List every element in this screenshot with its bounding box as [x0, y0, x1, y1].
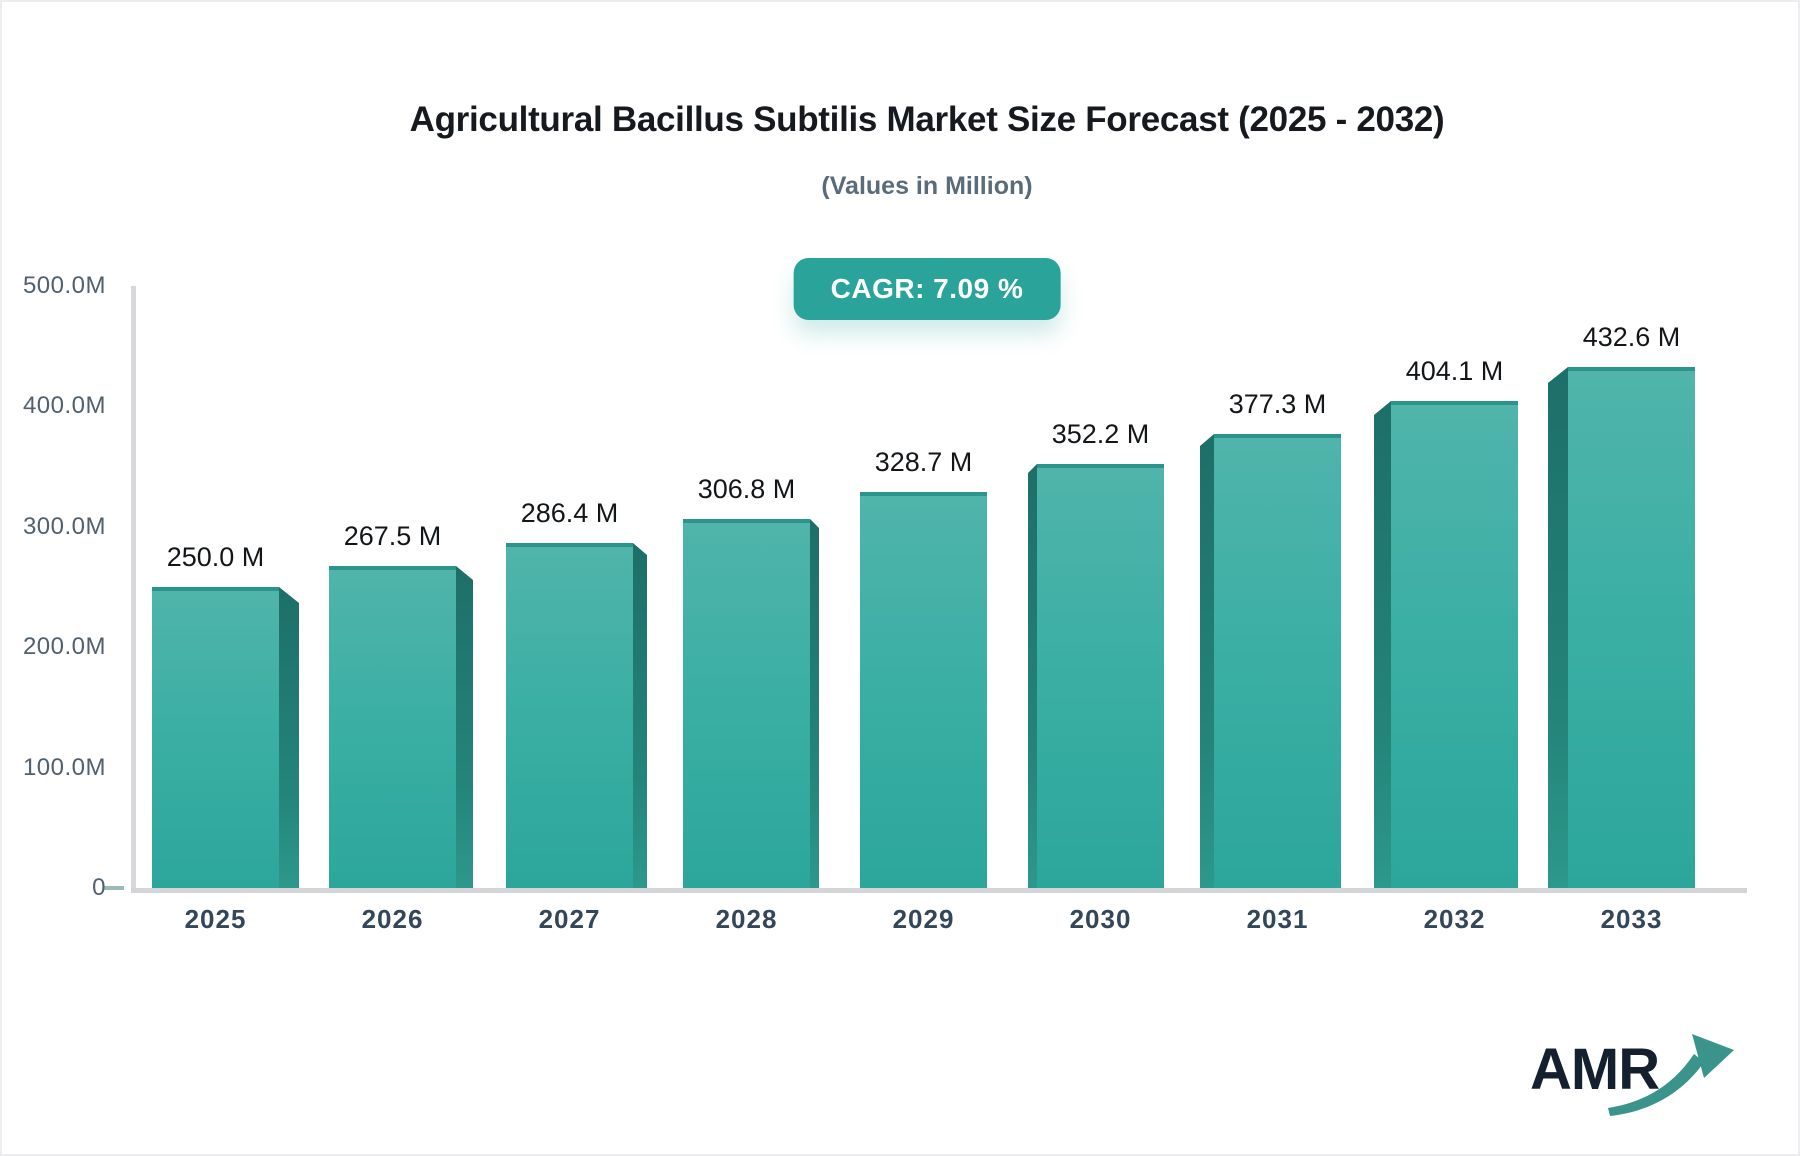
bar — [329, 566, 456, 888]
bar-value-label: 286.4 M — [520, 498, 619, 528]
bar-3d-side — [633, 543, 647, 888]
bar — [1214, 434, 1341, 888]
zero-tick-mark — [104, 886, 124, 890]
bar-value-label: 404.1 M — [1405, 356, 1504, 386]
growth-arrow-icon — [1608, 1034, 1734, 1116]
x-axis-label: 2028 — [715, 904, 778, 934]
y-axis-label: 100.0M — [22, 753, 106, 781]
bar — [683, 519, 810, 888]
y-axis-label: 0 — [92, 874, 106, 901]
chart-subtitle: (Values in Million) — [821, 172, 1033, 200]
bar-3d-side — [456, 566, 473, 888]
amr-logo: AMR — [1530, 1030, 1740, 1116]
y-axis-label: 400.0M — [22, 392, 106, 420]
x-axis-label: 2032 — [1423, 904, 1486, 934]
bar-3d-side — [810, 519, 819, 888]
bar-3d-side — [1028, 464, 1037, 888]
bar — [860, 492, 987, 888]
bar-value-label: 432.6 M — [1582, 322, 1681, 352]
x-axis-label: 2033 — [1600, 904, 1663, 934]
bar-value-label: 306.8 M — [697, 474, 796, 504]
bar-3d-side — [1548, 367, 1568, 888]
bar-value-label: 267.5 M — [343, 521, 442, 551]
chart-title: Agricultural Bacillus Subtilis Market Si… — [409, 100, 1445, 139]
x-axis-label: 2030 — [1069, 904, 1132, 934]
amr-logo-text: AMR — [1530, 1037, 1660, 1102]
y-axis-line — [131, 286, 136, 893]
bar-value-label: 352.2 M — [1051, 419, 1150, 449]
bar-3d-side — [1374, 401, 1391, 888]
cagr-badge: CAGR: 7.09 % — [793, 258, 1061, 320]
bar-3d-side — [279, 587, 299, 888]
bar — [1568, 367, 1695, 888]
bar — [152, 587, 279, 888]
x-axis-line — [131, 888, 1747, 893]
x-axis-label: 2026 — [361, 904, 424, 934]
bar — [1037, 464, 1164, 888]
y-axis-label: 500.0M — [22, 272, 106, 299]
bar-value-label: 328.7 M — [874, 447, 973, 477]
bar — [1391, 401, 1518, 888]
bar-3d-side — [1200, 434, 1214, 888]
bar-value-label: 377.3 M — [1228, 389, 1327, 419]
y-axis-label: 200.0M — [22, 633, 106, 661]
bar — [506, 543, 633, 888]
x-axis-label: 2027 — [538, 904, 601, 934]
x-axis-label: 2029 — [892, 904, 955, 934]
y-axis-label: 300.0M — [22, 512, 106, 540]
x-axis-label: 2025 — [184, 904, 247, 934]
bar-value-label: 250.0 M — [166, 542, 265, 572]
x-axis-label: 2031 — [1246, 904, 1309, 934]
